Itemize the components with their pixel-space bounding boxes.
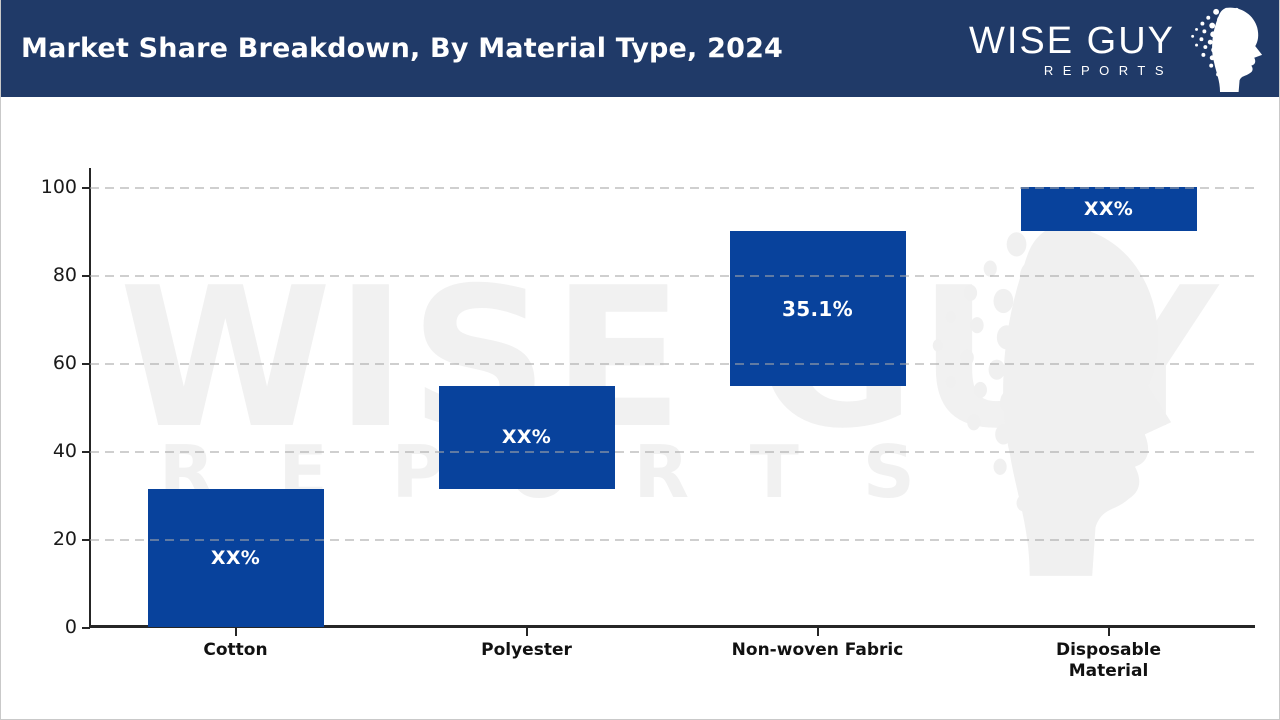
bar-cotton: XX% [147,488,324,627]
x-axis-line [89,625,1255,628]
y-tick-mark [82,187,90,189]
x-tick-mark [525,628,528,636]
y-tick-mark [82,627,90,629]
bar-value-label: 35.1% [782,296,853,321]
y-tick-label: 100 [40,176,77,198]
y-tick-label: 0 [64,616,77,638]
gridline [90,363,1254,365]
bar-non-woven-fabric: 35.1% [729,231,906,386]
bar-polyester: XX% [438,385,615,489]
bar-value-label: XX% [1083,198,1134,221]
y-tick-mark [82,275,90,277]
y-tick-label: 40 [52,440,77,462]
wiseguy-logo: WISE GUY REPORTS [969,0,1267,97]
plot-area: 0 20 40 60 80 100 XX% Cotton XX% Polyester 35.1% No… [1,97,1279,719]
x-category-label: Polyester [481,640,572,660]
x-category-label: Disposable Material [1055,640,1162,681]
bar-value-label: XX% [210,546,261,569]
y-tick-mark [82,363,90,365]
wiseguy-head-icon [1191,7,1263,93]
x-tick-mark [816,628,819,636]
y-tick-mark [82,539,90,541]
gridline [90,275,1254,277]
gridline [90,539,1254,541]
chart-title: Market Share Breakdown, By Material Type… [21,33,784,64]
x-category-label: Cotton [203,640,268,660]
x-tick-mark [1107,628,1110,636]
logo-subtitle: REPORTS [1043,63,1173,78]
y-tick-label: 80 [52,264,77,286]
x-category-label: Non-woven Fabric [731,640,904,660]
logo-wordmark: WISE GUY [968,20,1175,62]
header-band: Market Share Breakdown, By Material Type… [1,0,1279,97]
y-axis-line [89,168,91,627]
y-tick-label: 60 [52,352,77,374]
bar-value-label: XX% [501,426,552,449]
gridline [90,187,1254,189]
y-tick-label: 20 [52,528,77,550]
bar-disposable-material: XX% [1020,187,1197,232]
x-tick-mark [234,628,237,636]
y-tick-mark [82,451,90,453]
gridline [90,451,1254,453]
